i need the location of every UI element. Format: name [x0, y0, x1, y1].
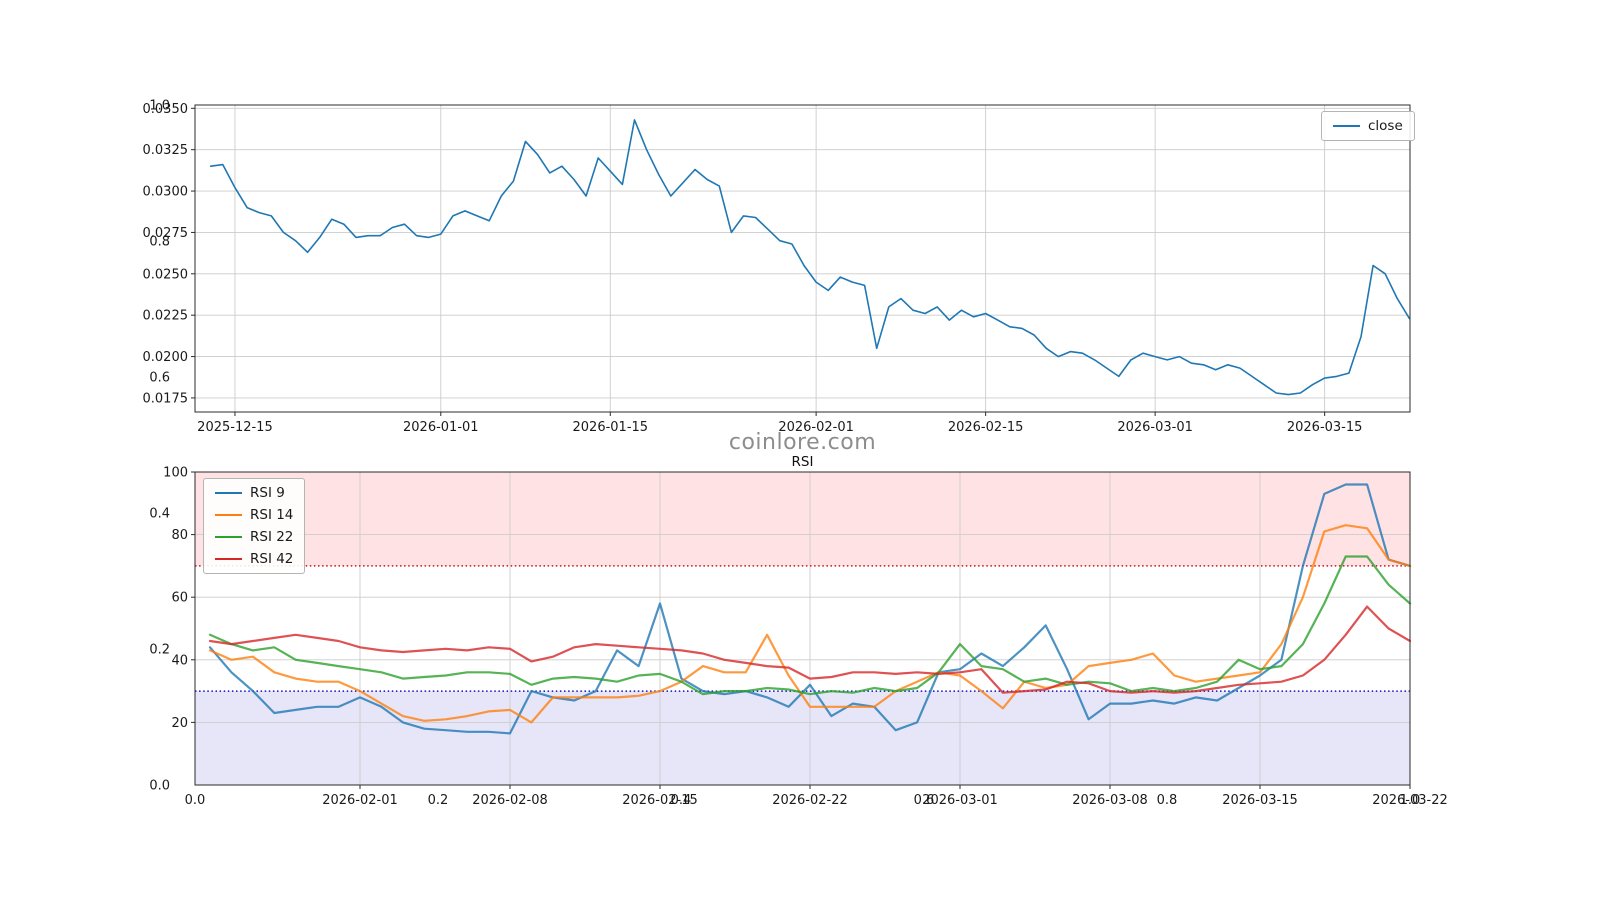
- legend-item-rsi-9: RSI 9: [215, 483, 293, 503]
- x-tick-label: 2026-03-15: [1287, 420, 1363, 435]
- y-tick-label: 0.0275: [143, 226, 189, 241]
- legend-item-close: close: [1333, 116, 1403, 136]
- y-tick-label: 60: [171, 591, 188, 606]
- price-legend: close: [1321, 111, 1415, 141]
- phantom-x-tick-label: 0.6: [914, 793, 935, 808]
- phantom-x-tick-label: 0.2: [428, 793, 449, 808]
- rsi-chart-tick-marks: [191, 471, 1411, 789]
- rsi-subplot-title: RSI: [791, 454, 814, 470]
- rsi-22-legend-label: RSI 22: [250, 529, 294, 545]
- phantom-x-tick-label: 0.8: [1157, 793, 1178, 808]
- phantom-x-tick-label: 0.0: [185, 793, 206, 808]
- phantom-y-tick-label: 0.2: [149, 643, 170, 658]
- x-tick-label: 2026-02-01: [322, 793, 398, 808]
- x-tick-label: 2026-01-15: [573, 420, 649, 435]
- y-tick-label: 0.0300: [143, 185, 189, 200]
- phantom-y-tick-label: 0.0: [149, 779, 170, 794]
- legend-item-rsi-14: RSI 14: [215, 505, 293, 525]
- y-tick-label: 0.0225: [143, 309, 189, 324]
- y-tick-label: 0.0250: [143, 267, 189, 282]
- x-tick-label: 2026-03-01: [1117, 420, 1193, 435]
- x-tick-label: 2026-02-08: [472, 793, 548, 808]
- phantom-y-tick-label: 0.4: [149, 507, 170, 522]
- x-tick-label: 2025-12-15: [197, 420, 273, 435]
- price-chart-border: [194, 104, 1411, 413]
- x-tick-label: 2026-02-22: [772, 793, 848, 808]
- rsi-9-legend-label: RSI 9: [250, 485, 285, 501]
- rsi-chart-tick-labels: 2026-02-01 2026-02-08 2026-02-15 2026-02-22…: [163, 466, 1448, 809]
- y-tick-label: 100: [163, 466, 188, 481]
- oversold-region: [195, 691, 1410, 785]
- price-chart-tick-marks: [191, 107, 1326, 416]
- rsi-9-line: [208, 483, 1412, 735]
- rsi-22-line-sample: [215, 536, 242, 538]
- close-legend-label: close: [1368, 118, 1403, 134]
- legend-item-rsi-42: RSI 42: [215, 549, 293, 569]
- y-tick-label: 0.0350: [143, 102, 189, 117]
- legend-item-rsi-22: RSI 22: [215, 527, 293, 547]
- rsi-14-line-sample: [215, 514, 242, 516]
- rsi-42-line: [208, 605, 1412, 694]
- price-chart-tick-labels: 2025-12-15 2026-01-01 2026-01-15 2026-02-01…: [143, 102, 1363, 435]
- y-tick-label: 80: [171, 528, 188, 543]
- rsi-42-line-sample: [215, 558, 242, 560]
- rsi-14-legend-label: RSI 14: [250, 507, 294, 523]
- overbought-region: [195, 472, 1410, 566]
- x-tick-label: 2026-02-15: [622, 793, 698, 808]
- watermark: coinlore.com: [728, 430, 877, 455]
- close-line-sample: [1333, 125, 1360, 127]
- close-line: [209, 119, 1411, 396]
- x-tick-label: 2026-03-15: [1222, 793, 1298, 808]
- rsi-42-legend-label: RSI 42: [250, 551, 294, 567]
- phantom-y-tick-label: 1.0: [149, 99, 170, 114]
- x-tick-label: 2026-02-01: [778, 420, 854, 435]
- phantom-x-tick-label: 1.0: [1400, 793, 1421, 808]
- rsi-14-line: [208, 524, 1412, 724]
- y-tick-label: 0.0325: [143, 143, 189, 158]
- rsi-chart: 2026-02-01 2026-02-08 2026-02-15 2026-02-22…: [163, 466, 1448, 809]
- phantom-x-tick-label: 0.4: [671, 793, 692, 808]
- y-tick-label: 0.0200: [143, 350, 189, 365]
- y-tick-label: 0.0175: [143, 391, 189, 406]
- x-tick-label: 2026-01-01: [403, 420, 479, 435]
- rsi-22-line: [208, 555, 1412, 696]
- rsi-9-line-sample: [215, 492, 242, 494]
- phantom-y-tick-label: 0.8: [149, 235, 170, 250]
- x-tick-label: 2026-02-15: [948, 420, 1024, 435]
- y-tick-label: 20: [171, 716, 188, 731]
- y-tick-label: 40: [171, 653, 188, 668]
- x-tick-label: 2026-03-22: [1372, 793, 1448, 808]
- price-chart: 2025-12-15 2026-01-01 2026-01-15 2026-02-01…: [143, 102, 1411, 435]
- phantom-y-tick-label: 0.6: [149, 371, 170, 386]
- phantom-axis-labels: 0.0 0.2 0.4 0.6 0.8 1.0 0.0 0.2 0.4 0.6 0.8 1.0: [149, 99, 1420, 809]
- rsi-legend: RSI 9 RSI 14 RSI 22 RSI 42: [203, 478, 306, 574]
- price-chart-grid: [195, 105, 1410, 412]
- x-tick-label: 2026-03-08: [1072, 793, 1148, 808]
- rsi-chart-border: [194, 471, 1411, 786]
- x-tick-label: 2026-03-01: [922, 793, 998, 808]
